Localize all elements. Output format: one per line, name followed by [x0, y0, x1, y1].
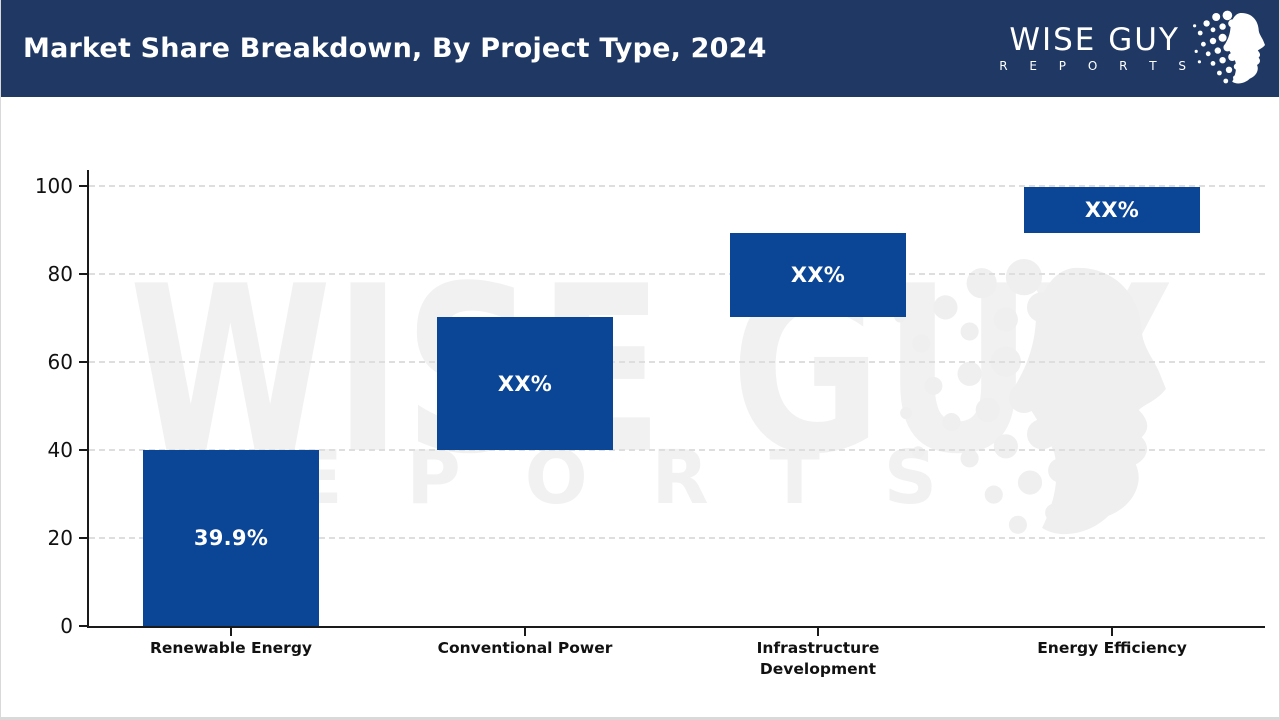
- y-tick-label-0: 0: [60, 614, 73, 638]
- gridline-60: [89, 360, 1265, 363]
- gridline-100: [89, 184, 1265, 187]
- plot: 0 20 40 60 80 100 39.9% Renewable Energy XX% Conv…: [35, 170, 1265, 678]
- x-tick-infrastructure-development: [817, 628, 819, 636]
- bar-renewable-energy: 39.9%: [143, 450, 319, 626]
- y-tick-0: [79, 625, 87, 627]
- y-tick-label-80: 80: [47, 261, 73, 286]
- gridline-80: [89, 272, 1265, 275]
- y-tick-label-60: 60: [47, 349, 73, 374]
- x-label-conventional-power: Conventional Power: [437, 639, 613, 657]
- brand-subtitle: R E P O R T S: [999, 59, 1195, 74]
- bar-value-label: XX%: [790, 263, 846, 288]
- chart-area: WISE GUY REPORTS 0 20 40 60 80 100 39.9% Renewa…: [1, 97, 1279, 717]
- bar-infrastructure-development: XX%: [730, 233, 906, 318]
- brand-face-icon: [1189, 7, 1269, 91]
- x-tick-energy-efficiency: [1111, 628, 1113, 636]
- page-title: Market Share Breakdown, By Project Type,…: [23, 33, 767, 64]
- y-tick-label-100: 100: [34, 173, 73, 198]
- x-label-energy-efficiency: Energy Efficiency: [1037, 639, 1187, 657]
- brand-wordmark: WISE GUY R E P O R T S: [994, 24, 1195, 74]
- bar-energy-efficiency: XX%: [1024, 186, 1200, 234]
- bar-value-label: 39.9%: [193, 526, 269, 551]
- y-tick-label-20: 20: [47, 525, 73, 550]
- y-tick-80: [79, 272, 87, 275]
- gridline-40: [89, 448, 1265, 451]
- bar-value-label: XX%: [1084, 198, 1140, 223]
- y-tick-60: [79, 360, 87, 363]
- x-tick-conventional-power: [524, 628, 526, 636]
- bar-conventional-power: XX%: [437, 317, 613, 451]
- bar-value-label: XX%: [497, 371, 553, 396]
- brand-logo: WISE GUY R E P O R T S: [994, 7, 1269, 91]
- y-tick-100: [79, 184, 87, 187]
- brand-name: WISE GUY: [1009, 21, 1180, 58]
- header: Market Share Breakdown, By Project Type,…: [1, 0, 1279, 97]
- x-tick-renewable-energy: [230, 628, 232, 636]
- x-label-renewable-energy: Renewable Energy: [149, 639, 313, 657]
- y-axis-line: [87, 170, 89, 628]
- x-axis-line: [87, 626, 1265, 628]
- watermark: WISE GUY REPORTS: [1, 97, 1279, 717]
- x-label-infrastructure-development: Infrastructure Development: [756, 639, 880, 678]
- y-tick-label-40: 40: [47, 437, 73, 462]
- y-tick-40: [79, 448, 87, 451]
- y-tick-20: [79, 536, 87, 539]
- gridline-20: [89, 536, 1265, 539]
